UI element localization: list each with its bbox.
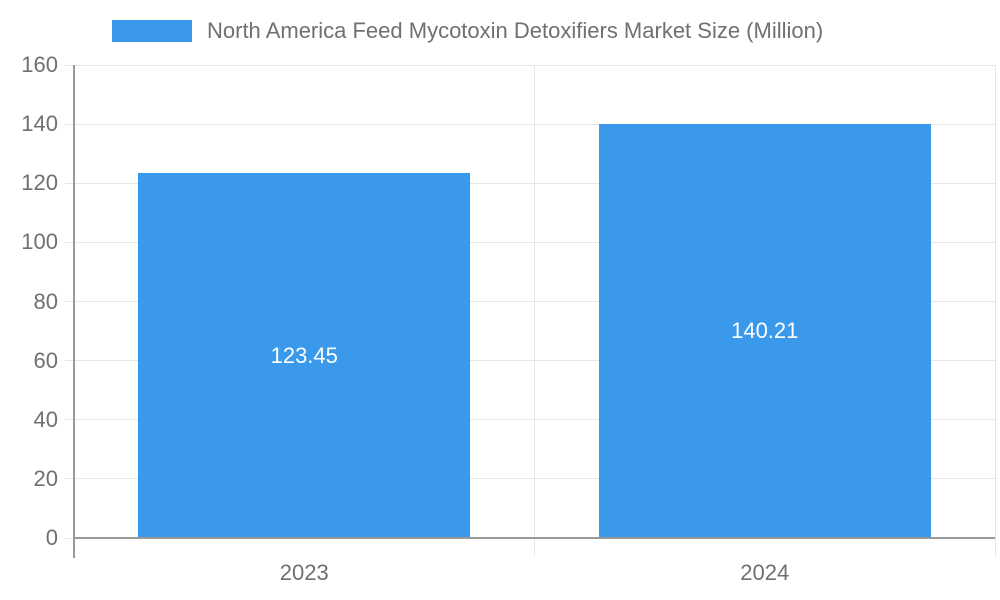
gridline-vertical: [534, 65, 535, 556]
bar-value-label: 140.21: [731, 317, 799, 343]
y-axis-tick: [65, 123, 74, 125]
y-axis-tick: [65, 537, 74, 539]
legend-label: North America Feed Mycotoxin Detoxifiers…: [207, 18, 824, 43]
y-axis-tick-label: 0: [45, 525, 58, 550]
y-axis-tick: [65, 241, 74, 243]
bar-2024[interactable]: [598, 123, 931, 538]
y-axis-tick: [65, 182, 74, 184]
x-axis-tick-label: 2023: [279, 560, 329, 585]
y-axis-tick: [65, 301, 74, 302]
y-axis-tick-label: 80: [33, 288, 58, 314]
y-axis-tick-label: 60: [33, 347, 58, 373]
y-axis-tick-label: 160: [21, 52, 58, 77]
x-axis-line: [74, 537, 995, 539]
x-axis-tick-label: 2024: [740, 560, 790, 585]
y-axis-tick: [65, 419, 74, 421]
bar-2023[interactable]: [138, 173, 471, 538]
y-axis-tick-label: 120: [21, 170, 58, 196]
y-axis-tick-label: 140: [21, 111, 58, 137]
legend-swatch: [112, 20, 192, 42]
y-axis-tick-label: 20: [33, 465, 58, 491]
legend[interactable]: North America Feed Mycotoxin Detoxifiers…: [112, 18, 823, 44]
y-axis-tick: [65, 478, 74, 480]
gridline-vertical: [994, 65, 996, 556]
y-axis-tick: [65, 360, 74, 362]
y-axis-tick: [65, 64, 74, 66]
y-axis-tick-label: 40: [33, 406, 58, 432]
bar-value-label: 123.45: [270, 342, 338, 368]
y-axis-tick-label: 100: [21, 229, 58, 255]
y-axis-line: [73, 65, 75, 558]
